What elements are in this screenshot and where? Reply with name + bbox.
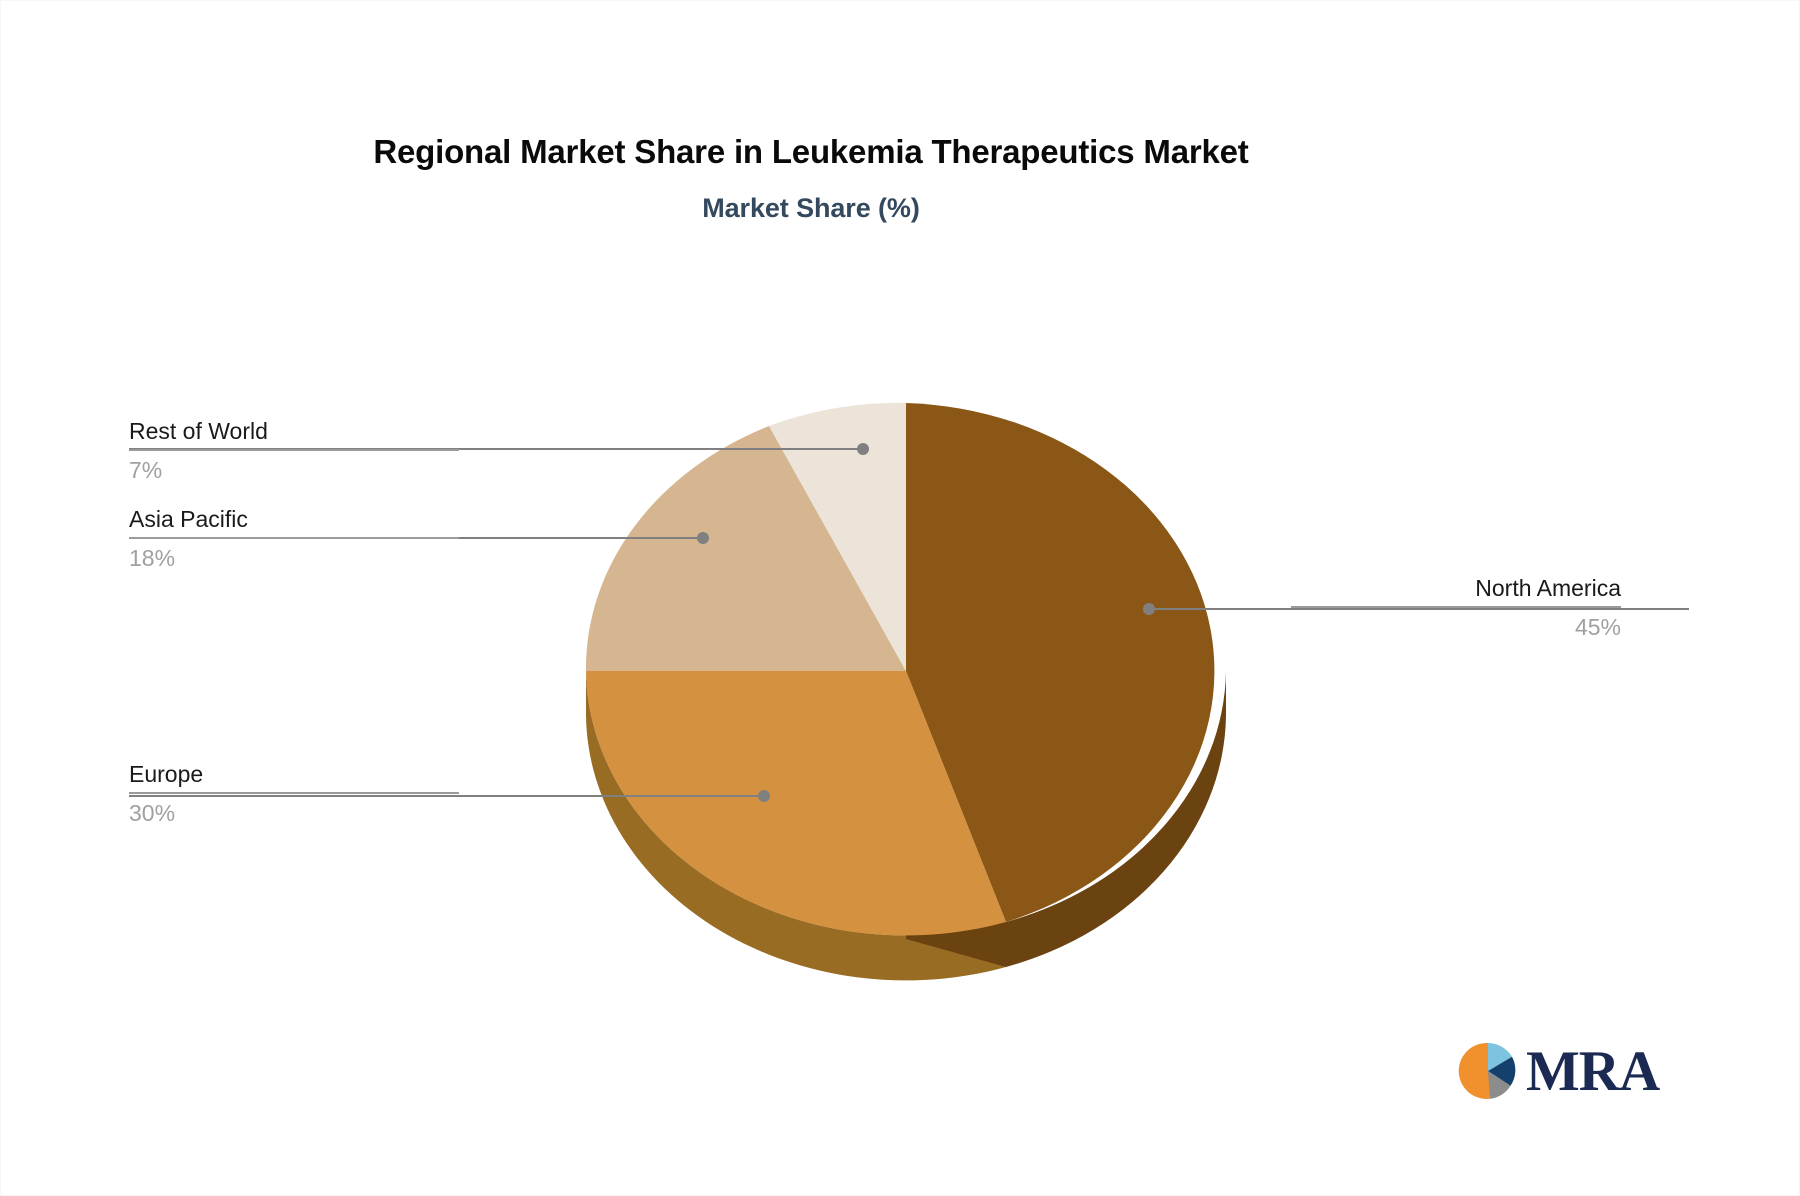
callout-value-asia-pacific: 18% [129,545,176,571]
callout-label-north-america: North America [1475,575,1621,601]
pie-slice-europe [586,671,1006,936]
pie-slice-asia-pacific [585,426,906,671]
leader-dot-rest-of-world [857,443,869,455]
callout-label-europe: Europe [129,761,204,787]
mra-pie-mark-icon [1458,1042,1516,1099]
callout-rule [1291,606,1621,608]
callout-asia-pacific[interactable]: Asia Pacific 18% [129,504,459,573]
page-title: Regional Market Share in Leukemia Therap… [373,133,1249,170]
pie-slice-rest-of-world [769,402,906,671]
leader-dot-north-america [1143,603,1155,615]
brand-logo[interactable]: MRA [1456,1039,1660,1103]
callout-rule [129,537,459,539]
pie-slice-side-europe [586,671,1006,981]
callout-label-rest-of-world: Rest of World [129,418,268,444]
pie-slice-side-north-america-cut [906,894,1006,967]
callout-north-america[interactable]: North America 45% [1291,573,1621,642]
pie-slice-side-north-america [1006,671,1226,967]
callout-rule [129,449,459,451]
callout-value-north-america: 45% [1574,614,1621,640]
callout-label-asia-pacific: Asia Pacific [129,506,248,532]
leader-dot-asia-pacific [697,532,709,544]
brand-wordmark: MRA [1526,1039,1660,1103]
callout-rule [129,792,459,794]
pie-slice-north-america [906,403,1215,922]
leader-dot-europe [758,790,770,802]
callout-europe[interactable]: Europe 30% [129,759,459,828]
chart-subtitle: Market Share (%) [702,193,920,223]
callout-rest-of-world[interactable]: Rest of World 7% [129,416,459,485]
callout-value-rest-of-world: 7% [129,457,163,483]
callout-value-europe: 30% [129,800,176,826]
